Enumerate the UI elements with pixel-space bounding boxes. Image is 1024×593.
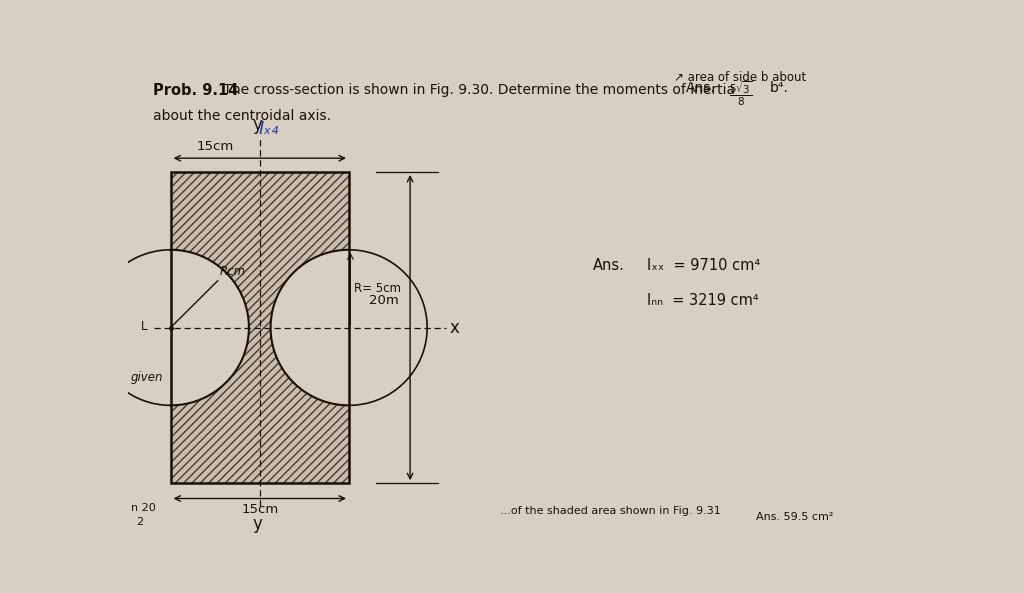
Text: Prob. 9.14: Prob. 9.14 bbox=[153, 82, 239, 98]
Circle shape bbox=[92, 250, 249, 406]
Text: about the centroidal axis.: about the centroidal axis. bbox=[153, 109, 331, 123]
Text: R= 5cm: R= 5cm bbox=[353, 282, 400, 295]
Text: Ans.: Ans. bbox=[686, 81, 716, 95]
Text: b⁴.: b⁴. bbox=[770, 81, 788, 95]
Text: Iₓ₄: Iₓ₄ bbox=[258, 120, 279, 138]
Text: ↗ area of side b about: ↗ area of side b about bbox=[675, 71, 807, 84]
Text: y: y bbox=[253, 515, 262, 534]
Text: Ans. 59.5 cm²: Ans. 59.5 cm² bbox=[756, 512, 834, 522]
Text: x: x bbox=[450, 318, 460, 337]
Text: ...of the shaded area shown in Fig. 9.31: ...of the shaded area shown in Fig. 9.31 bbox=[500, 506, 721, 517]
Text: 2: 2 bbox=[136, 517, 143, 527]
Text: 20m: 20m bbox=[369, 294, 398, 307]
Text: y: y bbox=[253, 116, 262, 133]
Text: Rcm: Rcm bbox=[219, 264, 246, 278]
Text: Ans.: Ans. bbox=[593, 259, 625, 273]
Bar bbox=[171, 172, 349, 483]
Circle shape bbox=[270, 250, 427, 406]
Text: given: given bbox=[131, 371, 164, 384]
Text: L: L bbox=[141, 320, 147, 333]
Text: $\frac{5\sqrt{3}}{8}$: $\frac{5\sqrt{3}}{8}$ bbox=[729, 79, 753, 108]
Text: Iₓₓ  = 9710 cm⁴: Iₓₓ = 9710 cm⁴ bbox=[647, 259, 761, 273]
Text: The cross-section is shown in Fig. 9.30. Determine the moments of inertia: The cross-section is shown in Fig. 9.30.… bbox=[219, 82, 735, 97]
Text: 15cm: 15cm bbox=[197, 140, 233, 153]
Text: n 20: n 20 bbox=[131, 503, 156, 513]
Bar bbox=[171, 172, 349, 483]
Bar bbox=[171, 172, 349, 483]
Text: Iₙₙ  = 3219 cm⁴: Iₙₙ = 3219 cm⁴ bbox=[647, 293, 759, 308]
Text: 15cm: 15cm bbox=[241, 503, 279, 516]
